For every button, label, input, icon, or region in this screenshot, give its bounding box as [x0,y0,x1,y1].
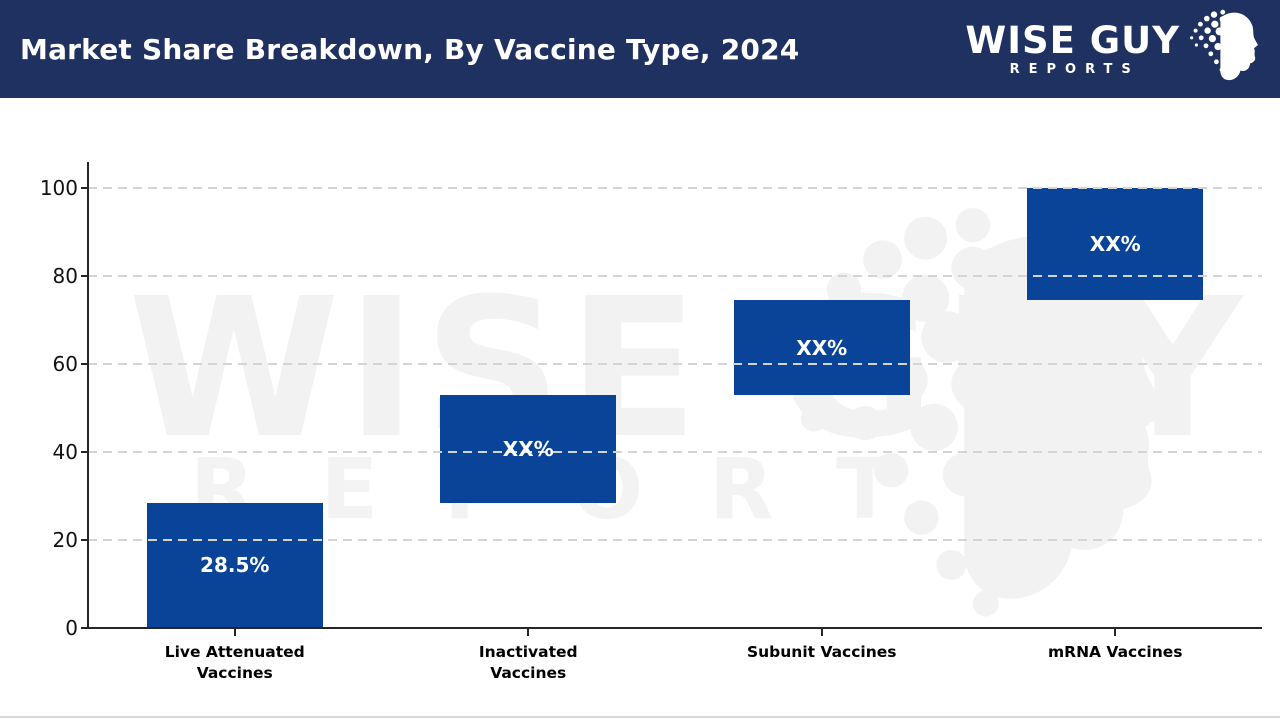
bar-subunit-vaccines [733,300,910,395]
bar-live-attenuated-vaccines [146,502,323,628]
y-axis-tick-label: 60 [52,352,78,376]
gridline-60 [88,363,1262,365]
y-axis-tick-label: 100 [39,176,78,200]
page-title: Market Share Breakdown, By Vaccine Type,… [20,32,800,66]
x-axis-category-label: Live Attenuated Vaccines [164,643,305,682]
bar-value-label: XX% [502,436,554,461]
gridline-20 [88,539,1262,541]
x-axis-tick [1114,629,1117,636]
logo-wordmark: WISE GUY [965,19,1180,62]
y-axis-tick-label: 80 [52,264,78,288]
logo-subtext: REPORTS [1009,62,1140,77]
y-axis-tick [81,539,88,541]
header-banner: Market Share Breakdown, By Vaccine Type,… [0,0,1280,98]
x-axis-tick [527,629,530,636]
y-axis-tick-label: 20 [52,528,78,552]
y-axis-tick [81,187,88,189]
x-axis-category-label: Subunit Vaccines [746,643,897,661]
x-axis-category-label: mRNA Vaccines [1047,643,1183,661]
chart-canvas: WISE GUY REPORTS 0 20 40 60 80 100 28.5% XX% XX%… [0,98,1280,720]
x-axis-category-label: Inactivated Vaccines [478,643,578,682]
watermark-dotted-face [775,208,1167,617]
logo-text: WISE GUY REPORTS [965,22,1180,76]
bar-inactivated-vaccines [440,394,617,503]
y-axis-tick-label: 40 [52,440,78,464]
x-axis-tick [233,629,236,636]
bar-value-label: XX% [1089,232,1141,257]
x-axis-tick [820,629,823,636]
wise-guy-reports-logo: WISE GUY REPORTS [965,8,1258,90]
y-axis-tick [81,451,88,453]
bar-mrna-vaccines [1027,188,1204,301]
bar-value-label: XX% [796,335,848,360]
y-axis-line [87,162,89,629]
y-axis-tick [81,275,88,277]
y-axis-tick [81,627,88,629]
dotted-face-icon [1190,9,1258,81]
bar-value-label: 28.5% [200,553,270,578]
gridline-100 [88,187,1262,189]
gridline-40 [88,451,1262,453]
gridline-80 [88,275,1262,277]
x-axis-line [88,627,1262,629]
y-axis-tick [81,363,88,365]
y-axis-tick-label: 0 [65,616,78,640]
bottom-divider [0,716,1280,718]
